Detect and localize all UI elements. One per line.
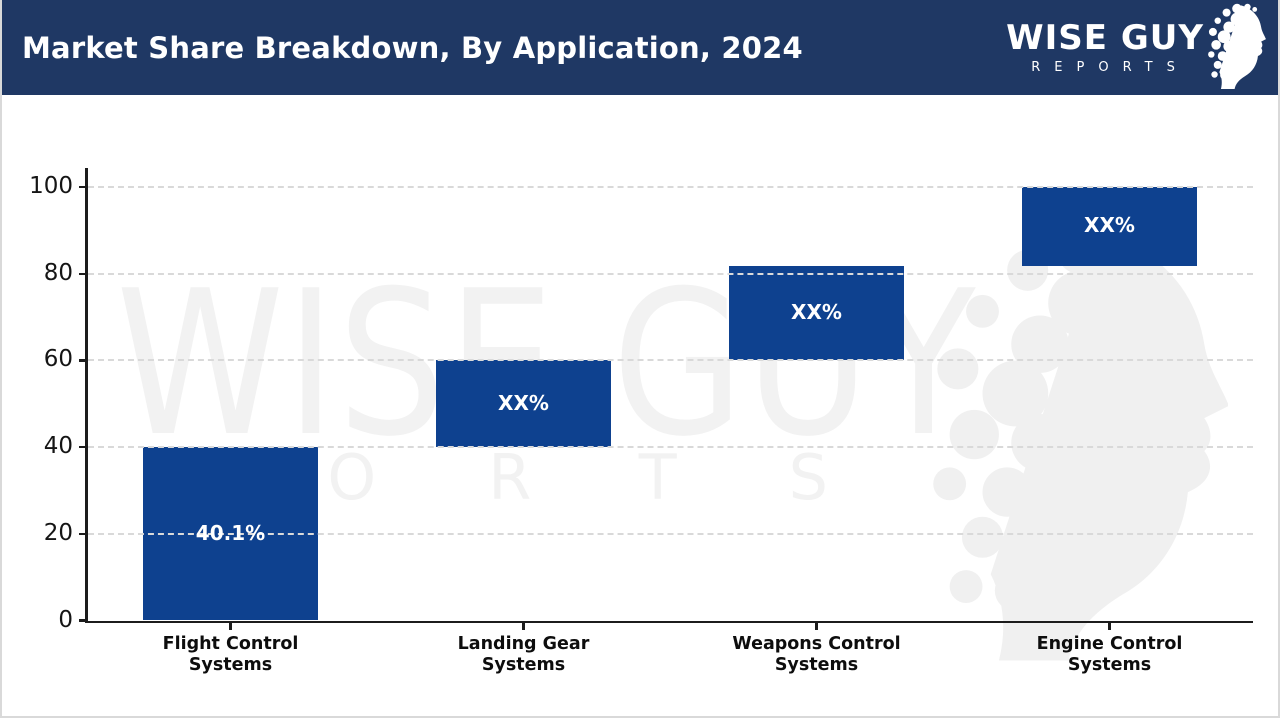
x-axis-category-line: Systems [774, 654, 859, 675]
y-tick-label: 60 [43, 346, 73, 373]
bar-value-label: XX% [498, 390, 549, 415]
bar [436, 360, 611, 447]
gridline [88, 532, 1253, 535]
x-axis-category-line: Systems [1067, 654, 1152, 675]
y-tick-label: 80 [43, 259, 73, 286]
y-tick-label: 0 [58, 606, 73, 633]
brand-wordmark: WISE GUY REPORTS [1006, 21, 1204, 74]
header-bar: Market Share Breakdown, By Application, … [0, 0, 1280, 95]
gridline [88, 446, 1253, 449]
chart-area: WISE GUY PORTS 0 20 40 60 80 100 40.1% Flight C… [0, 95, 1280, 720]
x-axis-category-line: Engine Control [1036, 633, 1183, 654]
bar-value-label: 40.1% [195, 520, 266, 545]
x-axis-category-label: Engine Control Systems [980, 634, 1240, 677]
gridline [88, 186, 1253, 188]
y-tick-mark [79, 272, 88, 275]
x-axis-category-line: Systems [481, 654, 566, 675]
x-axis-category-line: Systems [188, 654, 273, 675]
x-axis-category-label: Flight Control Systems [101, 634, 361, 677]
y-tick-mark [79, 445, 88, 449]
y-tick-mark [79, 532, 88, 535]
bar-value-label: XX% [791, 300, 842, 325]
page-title: Market Share Breakdown, By Application, … [22, 30, 803, 65]
x-axis-category-label: Landing Gear Systems [394, 634, 654, 677]
x-tick-mark [815, 620, 818, 630]
x-tick-mark [1108, 620, 1111, 630]
y-tick-label: 100 [29, 173, 73, 199]
brand-name: WISE GUY [1006, 18, 1204, 58]
bar [729, 265, 904, 361]
bar [1022, 187, 1197, 266]
x-axis-category-line: Landing Gear [457, 633, 590, 654]
gridline [88, 359, 1253, 362]
brand-logo: WISE GUY REPORTS [1006, 3, 1266, 93]
y-tick-label: 40 [43, 433, 73, 460]
brand-tagline: REPORTS [1031, 60, 1189, 75]
x-tick-mark [522, 620, 525, 630]
gridline [88, 272, 1253, 275]
y-tick-mark [79, 359, 88, 362]
y-tick-label: 20 [43, 519, 73, 546]
x-axis-category-label: Weapons Control Systems [687, 634, 947, 677]
y-axis-spine [85, 168, 88, 624]
x-axis-line [85, 620, 1253, 624]
y-tick-mark [79, 619, 88, 622]
x-axis-category-line: Flight Control [162, 633, 299, 654]
x-axis-category-line: Weapons Control [732, 633, 901, 654]
y-tick-mark [79, 185, 88, 189]
chart-plot: 0 20 40 60 80 100 40.1% Flight Control Systems XX… [0, 95, 1280, 720]
bar-value-label: XX% [1084, 213, 1135, 238]
head-dots-icon [1192, 3, 1266, 93]
x-tick-mark [229, 620, 232, 630]
